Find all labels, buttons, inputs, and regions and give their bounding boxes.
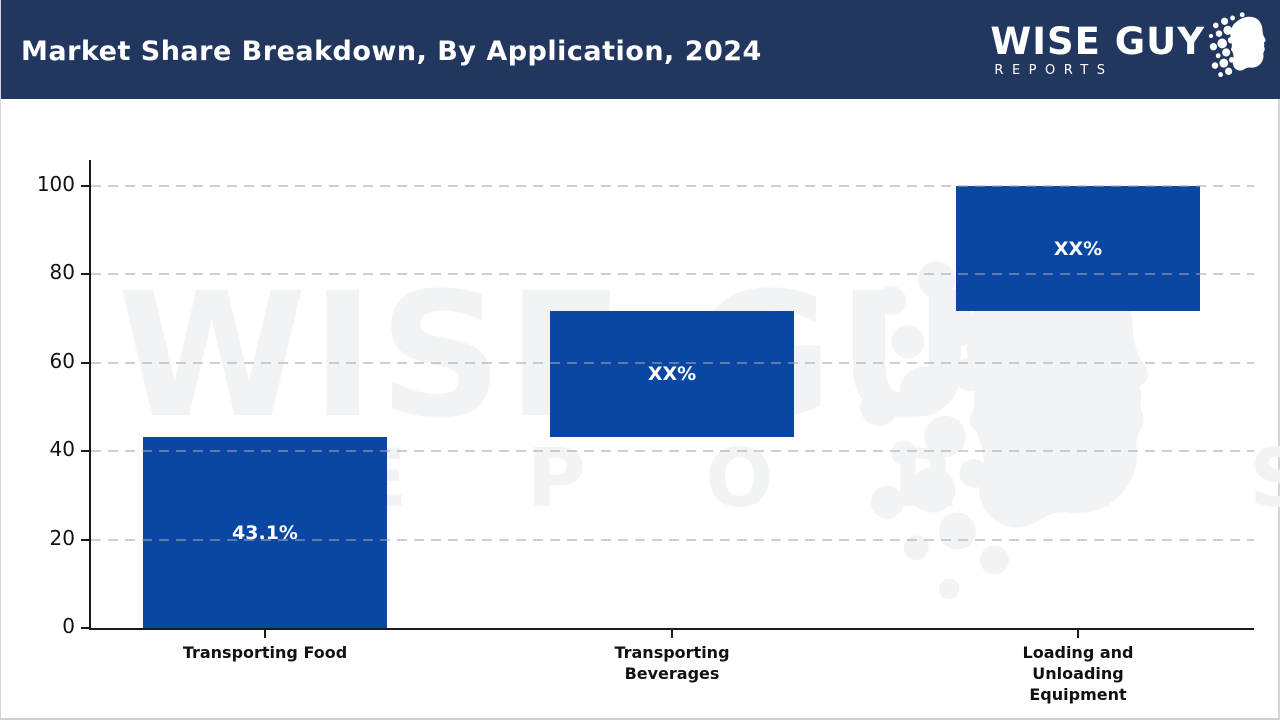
page-title: Market Share Breakdown, By Application, …	[21, 36, 762, 67]
y-tick-label-60: 60	[49, 348, 75, 373]
y-tick-label-20: 20	[49, 525, 75, 550]
gridline-40	[91, 450, 1254, 453]
y-axis-line	[89, 160, 91, 630]
y-tick-100	[81, 185, 89, 187]
bar-transporting-food: 43.1%	[143, 437, 387, 628]
x-tick-transporting-food	[264, 630, 266, 638]
logo-reports-text: REPORTS	[994, 63, 1114, 78]
wiseguy-logo: WISE GUY REPORTS	[990, 7, 1271, 93]
bar-value-label-transporting-food: 43.1%	[232, 521, 298, 544]
category-label-loading-and-unloading-equipment: Loading and Unloading Equipment	[1022, 643, 1134, 704]
gridline-60	[91, 361, 1254, 364]
y-tick-label-80: 80	[49, 260, 75, 285]
y-tick-label-40: 40	[49, 437, 75, 462]
gridline-20	[91, 538, 1254, 541]
logo-wiseguy-text: WISE GUY	[990, 20, 1205, 63]
x-tick-transporting-beverages	[671, 630, 673, 638]
y-tick-label-0: 0	[62, 614, 75, 638]
logo-face-dots-icon	[1209, 12, 1266, 78]
y-tick-80	[81, 273, 89, 276]
bar-transporting-beverages: XX%	[550, 311, 794, 438]
header: Market Share Breakdown, By Application, …	[1, 0, 1280, 99]
bar-value-label-transporting-beverages: XX%	[647, 363, 697, 386]
y-tick-20	[81, 538, 89, 541]
bar-value-label-loading-and-unloading-equipment: XX%	[1053, 237, 1103, 260]
bar-loading-and-unloading-equipment: XX%	[956, 186, 1200, 312]
y-tick-label-100: 100	[36, 172, 75, 196]
category-label-transporting-beverages: Transporting Beverages	[614, 643, 730, 683]
y-tick-0	[81, 627, 89, 629]
category-label-transporting-food: Transporting Food	[182, 643, 348, 662]
logo-text: WISE GUY REPORTS	[990, 20, 1205, 79]
x-tick-loading-and-unloading-equipment	[1077, 630, 1079, 638]
y-tick-60	[81, 361, 89, 364]
plot-area: 0 20 40 60 80 100 43.1% XX% XX% Transporting Food…	[37, 160, 1254, 704]
gridline-100	[91, 185, 1254, 187]
gridline-80	[91, 273, 1254, 276]
x-axis-line	[89, 628, 1254, 630]
y-tick-40	[81, 450, 89, 453]
